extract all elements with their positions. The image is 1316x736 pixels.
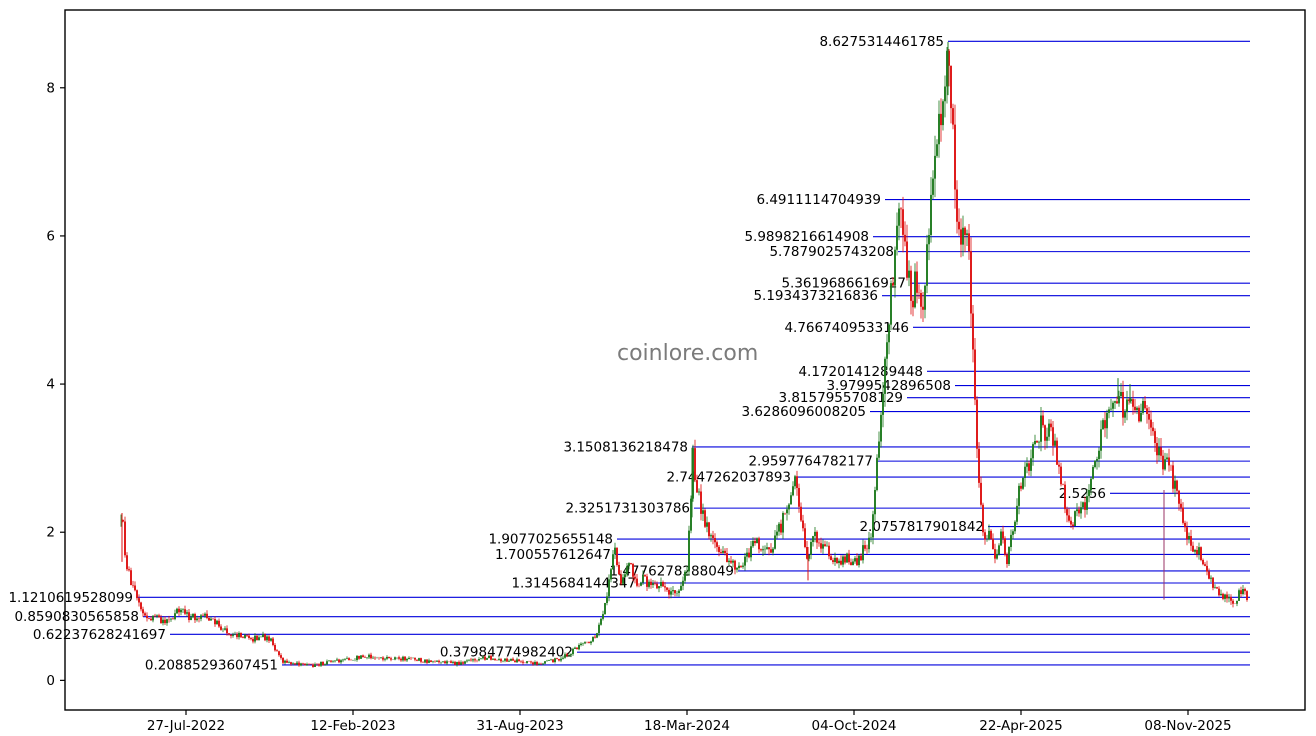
plot-frame	[64, 9, 1306, 711]
level-label: 1.3145684144347	[511, 575, 636, 591]
watermark: coinlore.com	[617, 341, 759, 366]
y-axis-tick-label: 2	[46, 525, 55, 541]
level-label: 2.5256	[1059, 486, 1106, 502]
level-label: 2.7447262037893	[666, 470, 791, 486]
level-label: 4.7667409533146	[784, 320, 909, 336]
y-axis-tick-label: 0	[46, 673, 55, 689]
y-axis-tick-label: 8	[46, 80, 55, 96]
level-label: 0.8590830565858	[14, 609, 139, 625]
x-axis-tick-label: 12-Feb-2023	[310, 718, 395, 734]
level-label: 0.62237628241697	[33, 627, 166, 643]
level-label: 3.9799542896508	[826, 378, 951, 394]
level-label: 0.20885293607451	[145, 657, 278, 673]
level-label: 3.8157955708129	[778, 390, 903, 406]
candle-bodies-up	[152, 50, 1244, 667]
x-axis-tick-label: 27-Jul-2022	[147, 718, 225, 734]
y-axis-tick-label: 6	[46, 228, 55, 244]
level-label: 1.4776278288049	[609, 563, 734, 579]
x-axis-tick-label: 22-Apr-2025	[979, 718, 1062, 734]
level-label: 2.9597764782177	[748, 454, 873, 470]
x-axis-tick-label: 04-Oct-2024	[812, 718, 897, 734]
level-label: 1.700557612647	[495, 547, 611, 563]
candle-bodies-down	[122, 50, 1248, 667]
level-label: 1.1210619528099	[8, 590, 133, 606]
level-label: 5.9898216614908	[744, 229, 869, 245]
level-label: 6.4911114704939	[756, 192, 881, 208]
level-label: 3.6286096008205	[741, 404, 866, 420]
x-axis-tick-label: 18-Mar-2024	[644, 718, 730, 734]
level-label: 5.7879025743208	[769, 244, 894, 260]
level-label: 2.0757817901842	[859, 519, 984, 535]
level-label: 3.1508136218478	[563, 439, 688, 455]
level-label: 2.3251731303786	[565, 501, 690, 517]
level-label: 4.1720141289448	[798, 364, 923, 380]
x-axis-tick-label: 31-Aug-2023	[476, 718, 563, 734]
level-label: 5.3619686616927	[781, 276, 906, 292]
level-label: 8.6275314461785	[819, 34, 944, 50]
y-axis-tick-label: 4	[46, 377, 55, 393]
x-axis-tick-label: 08-Nov-2025	[1144, 718, 1231, 734]
level-label: 1.9077025655148	[488, 532, 613, 548]
level-label: 0.37984774982402	[440, 645, 573, 661]
level-label: 5.1934373216836	[753, 288, 878, 304]
